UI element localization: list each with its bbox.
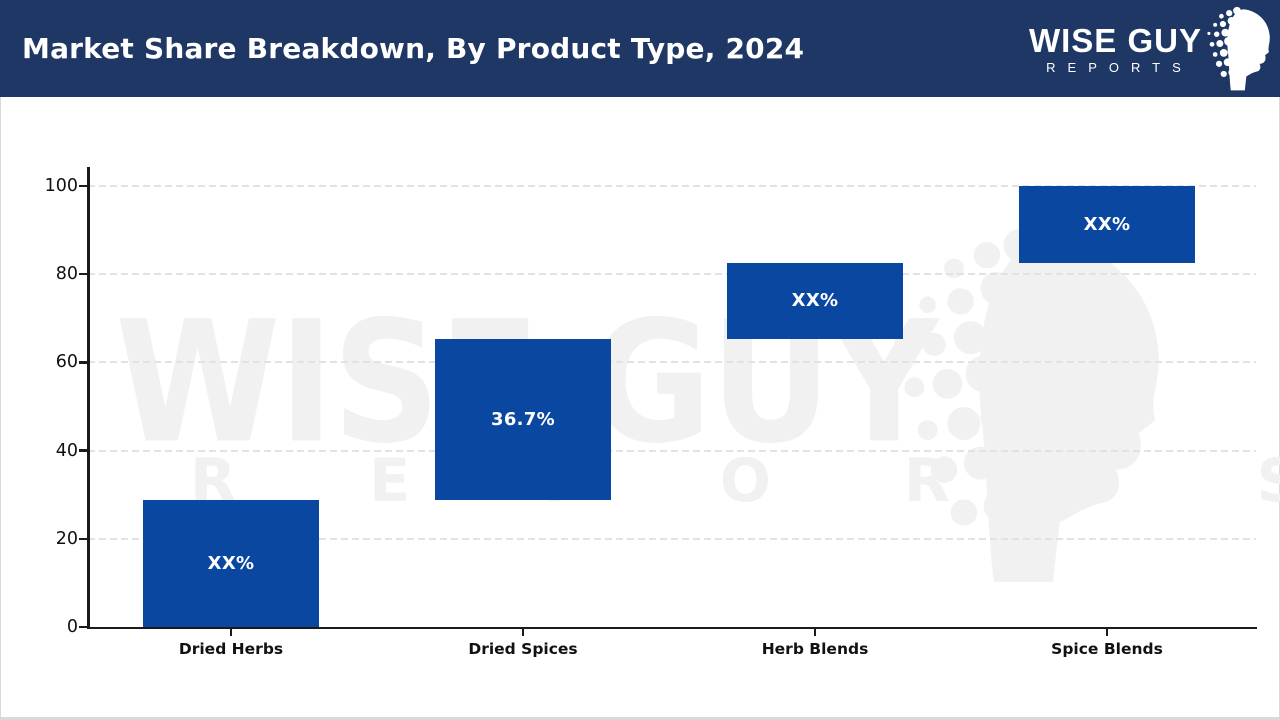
- category-label: Dried Spices: [468, 640, 578, 658]
- chart-title: Market Share Breakdown, By Product Type,…: [22, 32, 805, 65]
- x-axis-line: [87, 626, 1257, 629]
- y-gridline: [88, 185, 1256, 187]
- y-tick-mark: [79, 449, 87, 452]
- x-tick-mark: [813, 629, 817, 636]
- bar: 36.7%: [435, 338, 611, 501]
- y-tick-label: 100: [44, 176, 78, 196]
- y-tick-mark: [79, 361, 87, 364]
- bar: XX%: [727, 263, 903, 339]
- y-tick-label: 40: [55, 440, 78, 461]
- y-gridline: [88, 537, 1256, 540]
- bar-value-label: 36.7%: [491, 409, 555, 430]
- category-label: Herb Blends: [761, 640, 869, 658]
- y-tick-label: 60: [55, 352, 78, 373]
- y-tick-label: 0: [66, 617, 78, 637]
- y-tick-mark: [79, 625, 87, 629]
- y-tick-label: 80: [55, 264, 78, 285]
- y-axis-line: [87, 167, 90, 628]
- x-tick-mark: [1105, 629, 1109, 636]
- category-label: Dried Herbs: [178, 640, 284, 658]
- bar-value-label: XX%: [1083, 214, 1131, 236]
- category-label: Spice Blends: [1051, 640, 1163, 658]
- bar-value-label: XX%: [207, 553, 255, 575]
- y-gridline: [88, 361, 1256, 364]
- header-bar: Market Share Breakdown, By Product Type,…: [0, 0, 1280, 97]
- y-tick-mark: [79, 537, 87, 541]
- y-gridline: [88, 273, 1256, 276]
- y-tick-label: 20: [55, 528, 78, 549]
- logo-wordmark: WISE GUY: [1028, 21, 1202, 59]
- bar: XX%: [143, 500, 319, 627]
- x-tick-mark: [521, 629, 525, 636]
- y-tick-mark: [79, 184, 87, 188]
- wiseguy-face-icon: [1207, 6, 1270, 91]
- bar-value-label: XX%: [791, 290, 839, 312]
- y-tick-mark: [79, 272, 87, 276]
- x-tick-mark: [229, 629, 233, 636]
- watermark-face-icon: [894, 228, 1159, 582]
- wiseguy-logo: WISE GUY REPORTS: [1029, 4, 1276, 94]
- bar: XX%: [1019, 186, 1195, 264]
- logo-subtitle: REPORTS: [1046, 59, 1193, 75]
- y-gridline: [88, 449, 1256, 452]
